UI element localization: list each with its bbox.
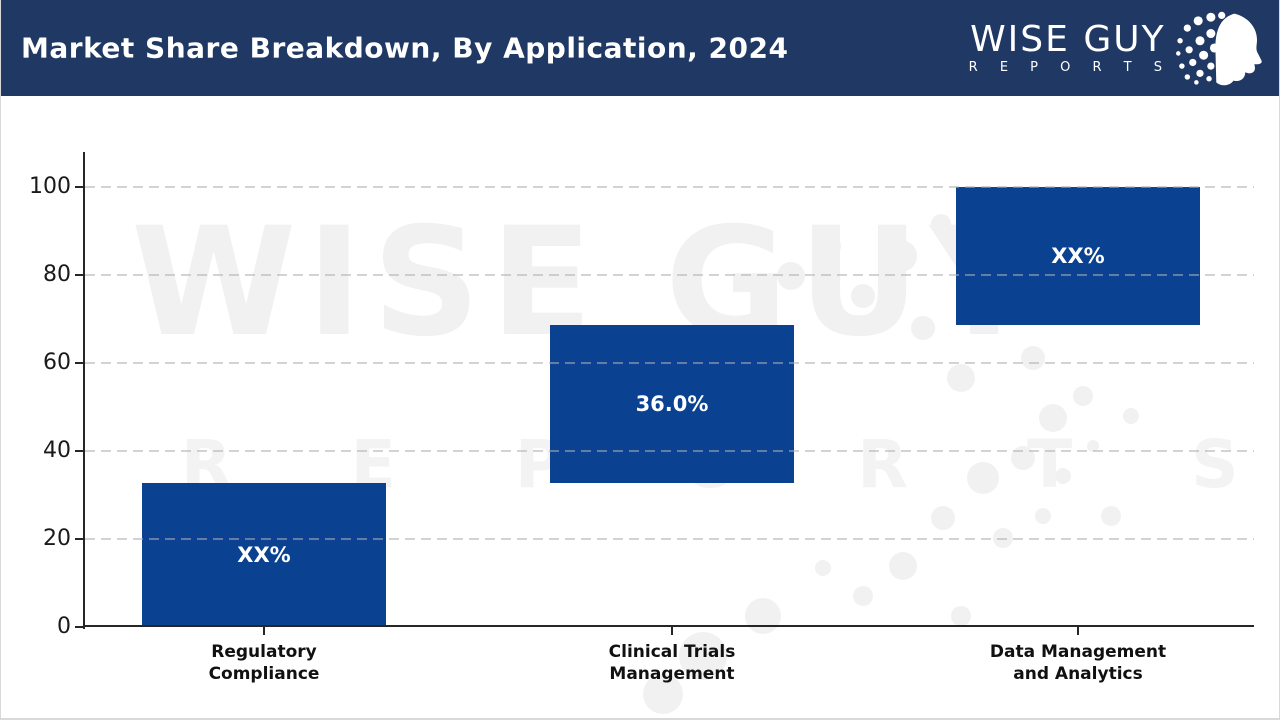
y-axis-tick <box>75 626 83 628</box>
bar-value-label: 36.0% <box>635 391 709 416</box>
y-tick-label-20: 20 <box>43 526 71 551</box>
gridline-y-80 <box>85 274 1254 276</box>
gridline-y-100 <box>85 186 1254 188</box>
x-axis-tick <box>671 627 673 635</box>
brand-logo: WISE GUY R E P O R T S <box>965 8 1269 88</box>
y-tick-label-80: 80 <box>43 262 71 287</box>
brand-logo-text: WISE GUY R E P O R T S <box>965 18 1171 76</box>
y-tick-label-60: 60 <box>43 350 71 375</box>
bar-segment: XX% <box>142 483 386 627</box>
brand-name: WISE GUY <box>970 18 1166 60</box>
page-title: Market Share Breakdown, By Application, … <box>21 31 789 65</box>
y-axis-line <box>83 152 85 629</box>
y-axis-tick <box>75 274 83 276</box>
x-category-label: Clinical Trials Management <box>608 642 736 685</box>
x-category-label: Regulatory Compliance <box>208 642 320 685</box>
y-axis-tick <box>75 186 83 188</box>
bar-value-label: XX% <box>1051 243 1105 268</box>
x-axis-tick <box>1077 627 1079 635</box>
gridline-y-60 <box>85 362 1254 364</box>
y-axis-tick <box>75 362 83 364</box>
y-axis-tick <box>75 538 83 540</box>
x-axis-tick <box>263 627 265 635</box>
chart-area: WISE GUY R E P O R T S 020406080100XX%Re… <box>1 96 1279 718</box>
bar-segment: XX% <box>956 187 1200 325</box>
brand-subtitle: R E P O R T S <box>968 60 1171 76</box>
gridline-y-20 <box>85 538 1254 540</box>
face-profile-icon <box>1176 11 1262 86</box>
y-tick-label-0: 0 <box>57 614 71 639</box>
y-tick-label-40: 40 <box>43 438 71 463</box>
x-axis-line <box>83 625 1254 627</box>
y-tick-label-100: 100 <box>29 174 71 199</box>
bar-segment: 36.0% <box>550 324 794 484</box>
x-category-label: Data Management and Analytics <box>989 642 1167 685</box>
y-axis-tick <box>75 450 83 452</box>
app-header: Market Share Breakdown, By Application, … <box>1 0 1279 96</box>
bar-value-label: XX% <box>237 543 291 568</box>
gridline-y-40 <box>85 450 1254 452</box>
chart-plot: 0 20 40 60 80 100 XX% Regulatory Compliance 36.0… <box>29 152 1254 684</box>
